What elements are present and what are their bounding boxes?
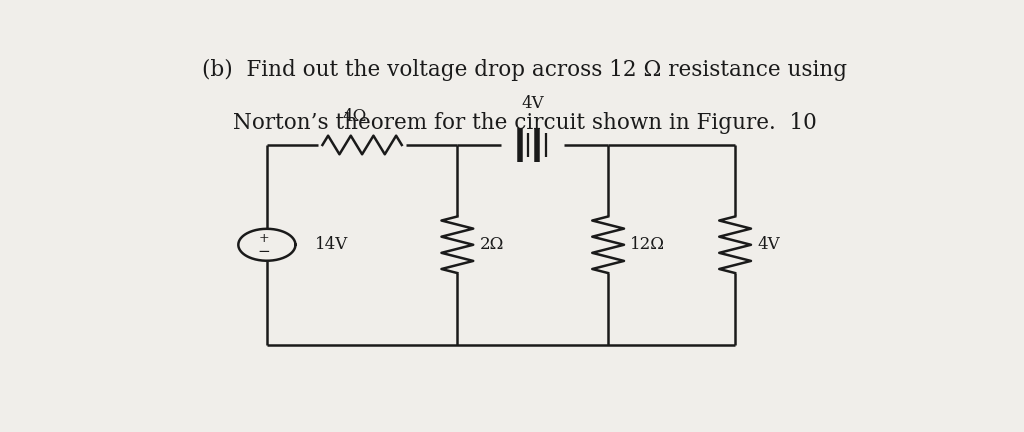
Text: 14V: 14V <box>315 236 348 253</box>
Text: (b)  Find out the voltage drop across 12 Ω resistance using: (b) Find out the voltage drop across 12 … <box>202 58 848 81</box>
Text: Norton’s theorem for the circuit shown in Figure.  10: Norton’s theorem for the circuit shown i… <box>232 112 817 134</box>
Text: −: − <box>258 245 270 259</box>
Text: +: + <box>259 232 269 245</box>
Text: 4V: 4V <box>758 236 780 253</box>
Text: 2Ω: 2Ω <box>479 236 504 253</box>
Text: 4V: 4V <box>521 95 544 112</box>
Text: 12Ω: 12Ω <box>631 236 666 253</box>
Text: 4Ω: 4Ω <box>342 108 367 125</box>
